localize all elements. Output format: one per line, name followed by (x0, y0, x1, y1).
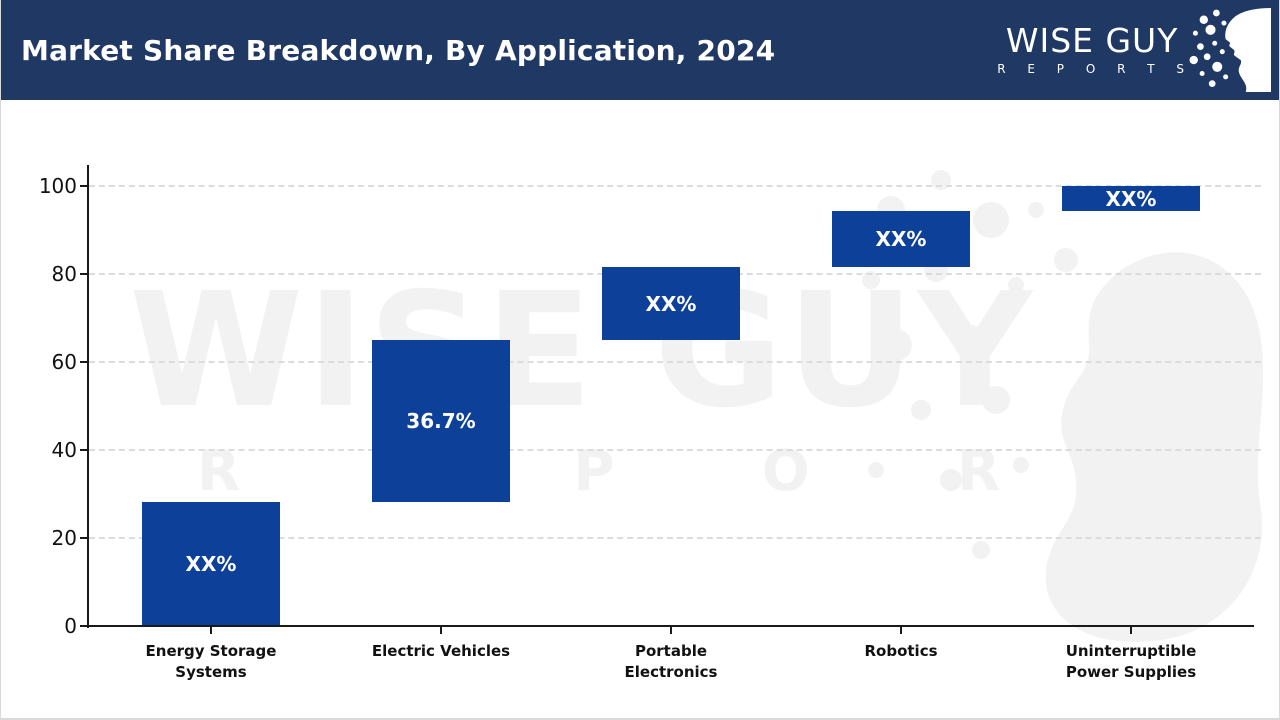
bar-value-label: XX% (875, 227, 927, 252)
x-tick-mark (1130, 627, 1132, 634)
y-tick-mark (80, 273, 88, 275)
y-tick-mark (80, 537, 88, 539)
y-tick-label: 60 (51, 350, 77, 374)
page-title: Market Share Breakdown, By Application, … (21, 33, 776, 67)
y-axis-line (87, 165, 89, 628)
grid-line (89, 361, 1261, 363)
header-bar: Market Share Breakdown, By Application, … (1, 0, 1279, 100)
grid-line (89, 185, 1261, 187)
bar-segment: XX% (832, 211, 970, 267)
x-category-label: Uninterruptible Power Supplies (1065, 642, 1197, 681)
x-category-label: Electric Vehicles (371, 642, 511, 660)
x-category-label: Robotics (864, 642, 938, 660)
bar-value-label: XX% (645, 291, 697, 316)
x-axis-line (80, 625, 1254, 627)
bar-segment: 36.7% (372, 340, 510, 502)
y-tick-label: 0 (64, 614, 77, 638)
bar-value-label: XX% (185, 551, 237, 576)
x-tick-mark (440, 627, 442, 634)
y-tick-mark (80, 449, 88, 451)
bar-segment: XX% (1062, 186, 1200, 212)
brand-face-icon (1189, 8, 1271, 92)
bar-segment: XX% (602, 266, 740, 341)
x-tick-mark (670, 627, 672, 634)
bar-value-label: XX% (1105, 186, 1157, 211)
x-tick-mark (900, 627, 902, 634)
bar-segment: XX% (142, 501, 280, 626)
y-tick-label: 80 (51, 262, 77, 286)
grid-line (89, 537, 1261, 539)
y-tick-label: 100 (38, 174, 77, 198)
y-tick-label: 40 (51, 438, 77, 462)
brand-name: WISE GUY (1005, 21, 1179, 61)
brand-logo: WISE GUY R E P O R T S (991, 8, 1271, 92)
y-tick-label: 20 (51, 526, 77, 550)
brand-logo-text: WISE GUY R E P O R T S (991, 24, 1193, 76)
bar-value-label: 36.7% (406, 409, 476, 434)
x-category-label: Energy Storage Systems (145, 642, 277, 681)
grid-line (89, 449, 1261, 451)
watermark-face-icon (862, 170, 1264, 642)
x-category-label: Portable Electronics (624, 642, 718, 681)
brand-subtitle: R E P O R T S (997, 61, 1193, 76)
y-tick-mark (80, 185, 88, 187)
x-tick-mark (210, 627, 212, 634)
y-tick-mark (80, 361, 88, 363)
